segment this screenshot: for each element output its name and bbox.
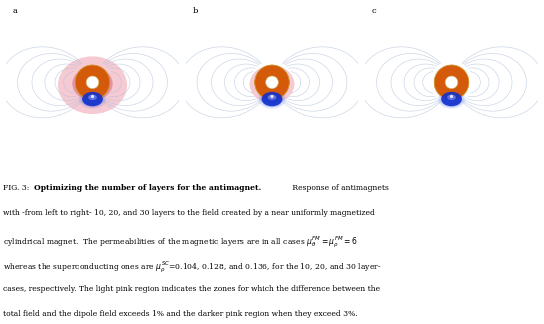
Text: Response of antimagnets: Response of antimagnets <box>290 184 388 192</box>
Circle shape <box>442 73 461 92</box>
Circle shape <box>258 69 286 96</box>
Circle shape <box>257 67 287 97</box>
Circle shape <box>440 71 463 94</box>
Ellipse shape <box>257 89 287 109</box>
Circle shape <box>434 65 469 99</box>
Circle shape <box>270 95 274 98</box>
Ellipse shape <box>259 90 285 108</box>
Ellipse shape <box>440 91 463 107</box>
Circle shape <box>256 66 288 98</box>
Text: b: b <box>193 6 198 15</box>
Circle shape <box>437 68 466 96</box>
Circle shape <box>91 95 94 98</box>
Circle shape <box>444 75 459 89</box>
Ellipse shape <box>80 90 105 108</box>
Text: a: a <box>13 6 18 15</box>
Circle shape <box>79 69 106 95</box>
Ellipse shape <box>250 65 294 103</box>
Ellipse shape <box>258 90 286 109</box>
Circle shape <box>445 76 458 89</box>
Circle shape <box>443 74 460 91</box>
Circle shape <box>86 76 99 89</box>
Ellipse shape <box>439 90 464 108</box>
Circle shape <box>75 65 110 99</box>
Ellipse shape <box>81 91 104 107</box>
Ellipse shape <box>437 89 466 109</box>
Text: cases, respectively. The light pink region indicates the zones for which the dif: cases, respectively. The light pink regi… <box>3 285 380 293</box>
Text: FIG. 3:: FIG. 3: <box>3 184 32 192</box>
Circle shape <box>77 67 108 98</box>
Ellipse shape <box>268 95 276 100</box>
Ellipse shape <box>58 56 127 114</box>
Ellipse shape <box>82 92 103 106</box>
Circle shape <box>265 76 279 89</box>
Text: with -from left to right- 10, 20, and 30 layers to the field created by a near u: with -from left to right- 10, 20, and 30… <box>3 209 375 217</box>
Ellipse shape <box>441 92 462 106</box>
Circle shape <box>261 71 283 94</box>
Circle shape <box>450 95 453 98</box>
Circle shape <box>438 69 465 95</box>
Ellipse shape <box>437 71 466 96</box>
Ellipse shape <box>262 92 282 106</box>
Ellipse shape <box>447 95 456 100</box>
Ellipse shape <box>79 90 106 109</box>
Text: whereas the superconducting ones are $\mu_\rho^{SC}$=0.104, 0.128, and 0.136, fo: whereas the superconducting ones are $\m… <box>3 260 381 275</box>
Circle shape <box>255 65 289 99</box>
Ellipse shape <box>259 73 285 94</box>
Ellipse shape <box>443 76 460 90</box>
Text: c: c <box>372 6 376 15</box>
Text: total field and the dipole field exceeds 1% and the darker pink region when they: total field and the dipole field exceeds… <box>3 310 357 318</box>
Circle shape <box>262 72 282 92</box>
Ellipse shape <box>261 91 283 107</box>
Circle shape <box>441 72 462 93</box>
Circle shape <box>82 72 103 93</box>
Ellipse shape <box>78 89 107 109</box>
Circle shape <box>259 70 285 95</box>
Circle shape <box>265 76 279 89</box>
Circle shape <box>264 75 280 90</box>
Ellipse shape <box>438 90 465 109</box>
Circle shape <box>435 66 468 99</box>
Circle shape <box>86 76 99 89</box>
Circle shape <box>440 70 463 95</box>
Text: Optimizing the number of layers for the antimagnet.: Optimizing the number of layers for the … <box>34 184 261 192</box>
Ellipse shape <box>82 92 103 106</box>
Circle shape <box>263 74 281 91</box>
Ellipse shape <box>88 95 97 100</box>
Circle shape <box>445 76 458 89</box>
Circle shape <box>84 74 101 91</box>
Ellipse shape <box>72 67 113 100</box>
Circle shape <box>443 74 460 90</box>
Circle shape <box>437 68 466 97</box>
Text: cylindrical magnet.  The permeabilities of the magnetic layers are in all cases : cylindrical magnet. The permeabilities o… <box>3 235 357 250</box>
Circle shape <box>436 67 467 98</box>
Ellipse shape <box>441 92 462 106</box>
Ellipse shape <box>262 92 282 106</box>
